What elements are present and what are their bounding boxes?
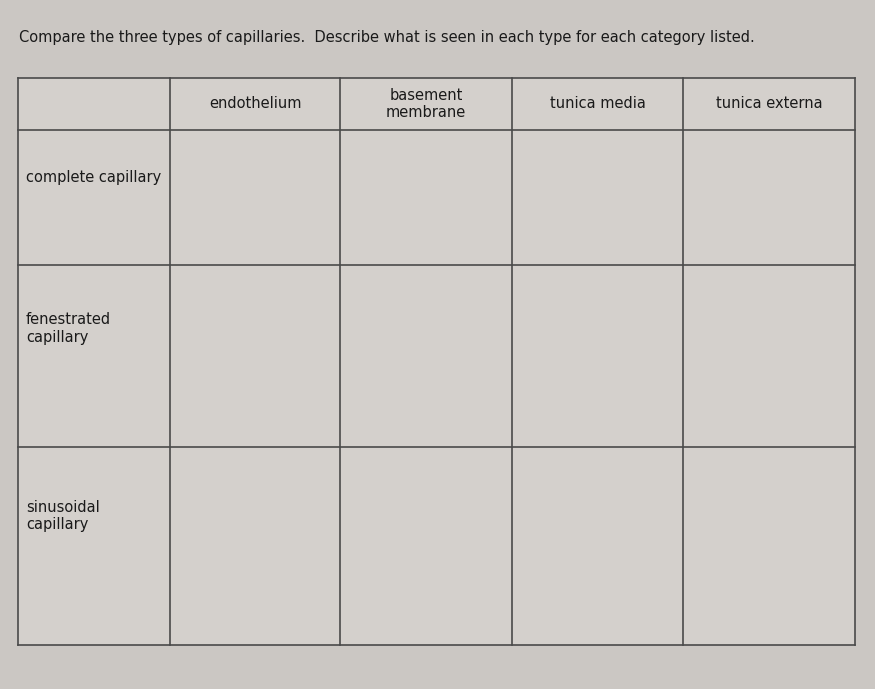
Bar (512, 447, 683, 645)
Text: tunica externa: tunica externa (716, 96, 822, 112)
Bar (340, 130, 512, 265)
Bar (683, 78, 855, 130)
Bar (683, 265, 855, 447)
Text: fenestrated
capillary: fenestrated capillary (26, 313, 111, 345)
Bar (512, 265, 683, 447)
Bar (18, 78, 170, 130)
Text: Compare the three types of capillaries.  Describe what is seen in each type for : Compare the three types of capillaries. … (19, 30, 755, 45)
Bar (170, 447, 340, 645)
Text: tunica media: tunica media (550, 96, 646, 112)
Bar (340, 447, 512, 645)
Text: basement
membrane: basement membrane (386, 88, 466, 120)
Bar (170, 130, 340, 265)
Bar (18, 130, 170, 265)
Bar (512, 130, 683, 265)
Bar (340, 78, 512, 130)
Bar (340, 265, 512, 447)
Bar (683, 447, 855, 645)
Bar (170, 78, 340, 130)
Text: sinusoidal
capillary: sinusoidal capillary (26, 500, 100, 533)
Bar (18, 265, 170, 447)
Text: endothelium: endothelium (209, 96, 301, 112)
Bar (683, 130, 855, 265)
Bar (18, 447, 170, 645)
Text: complete capillary: complete capillary (26, 169, 161, 185)
Bar (170, 265, 340, 447)
Bar (512, 78, 683, 130)
